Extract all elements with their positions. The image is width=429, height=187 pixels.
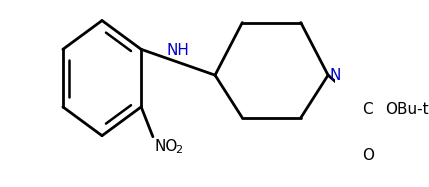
- Text: C: C: [362, 102, 372, 117]
- Text: OBu-t: OBu-t: [385, 102, 429, 117]
- Text: NO: NO: [154, 139, 178, 154]
- Text: 2: 2: [175, 145, 182, 155]
- Text: N: N: [329, 68, 341, 83]
- Text: NH: NH: [167, 43, 190, 58]
- Text: O: O: [363, 148, 375, 163]
